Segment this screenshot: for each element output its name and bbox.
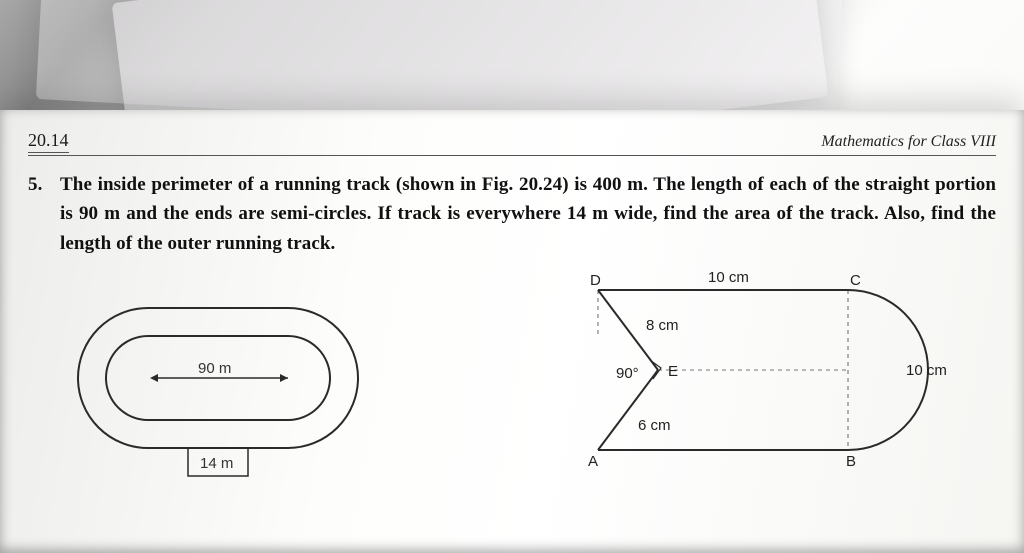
book-title: Mathematics for Class VIII [821, 133, 996, 151]
textbook-page: 20.14 Mathematics for Class VIII 5. The … [0, 110, 1024, 553]
track-straight-label: 90 m [198, 360, 231, 377]
figures-area: 90 m 14 m [28, 268, 996, 518]
label-D: D [590, 272, 601, 289]
figure-trapezoid-shape: D C E A B 10 cm 8 cm 6 cm 90° 10 cm [528, 260, 948, 490]
problem-number: 5. [28, 170, 50, 258]
page-number: 20.14 [28, 130, 69, 153]
label-C: C [850, 272, 861, 289]
label-A: A [588, 453, 598, 470]
problem-block: 5. The inside perimeter of a running tra… [28, 170, 996, 258]
label-B: B [846, 453, 856, 470]
track-width-label: 14 m [200, 455, 233, 472]
problem-text: The inside perimeter of a running track … [60, 170, 996, 258]
photo-frame: 20.14 Mathematics for Class VIII 5. The … [0, 0, 1024, 553]
label-arc-length: 10 cm [906, 362, 947, 379]
label-E: E [668, 363, 678, 380]
label-angle: 90° [616, 365, 639, 382]
figure-running-track: 90 m 14 m [38, 278, 398, 498]
page-header: 20.14 Mathematics for Class VIII [28, 130, 996, 156]
label-DE-length: 8 cm [646, 317, 679, 334]
label-DC-length: 10 cm [708, 269, 749, 286]
label-AE-length: 6 cm [638, 417, 671, 434]
